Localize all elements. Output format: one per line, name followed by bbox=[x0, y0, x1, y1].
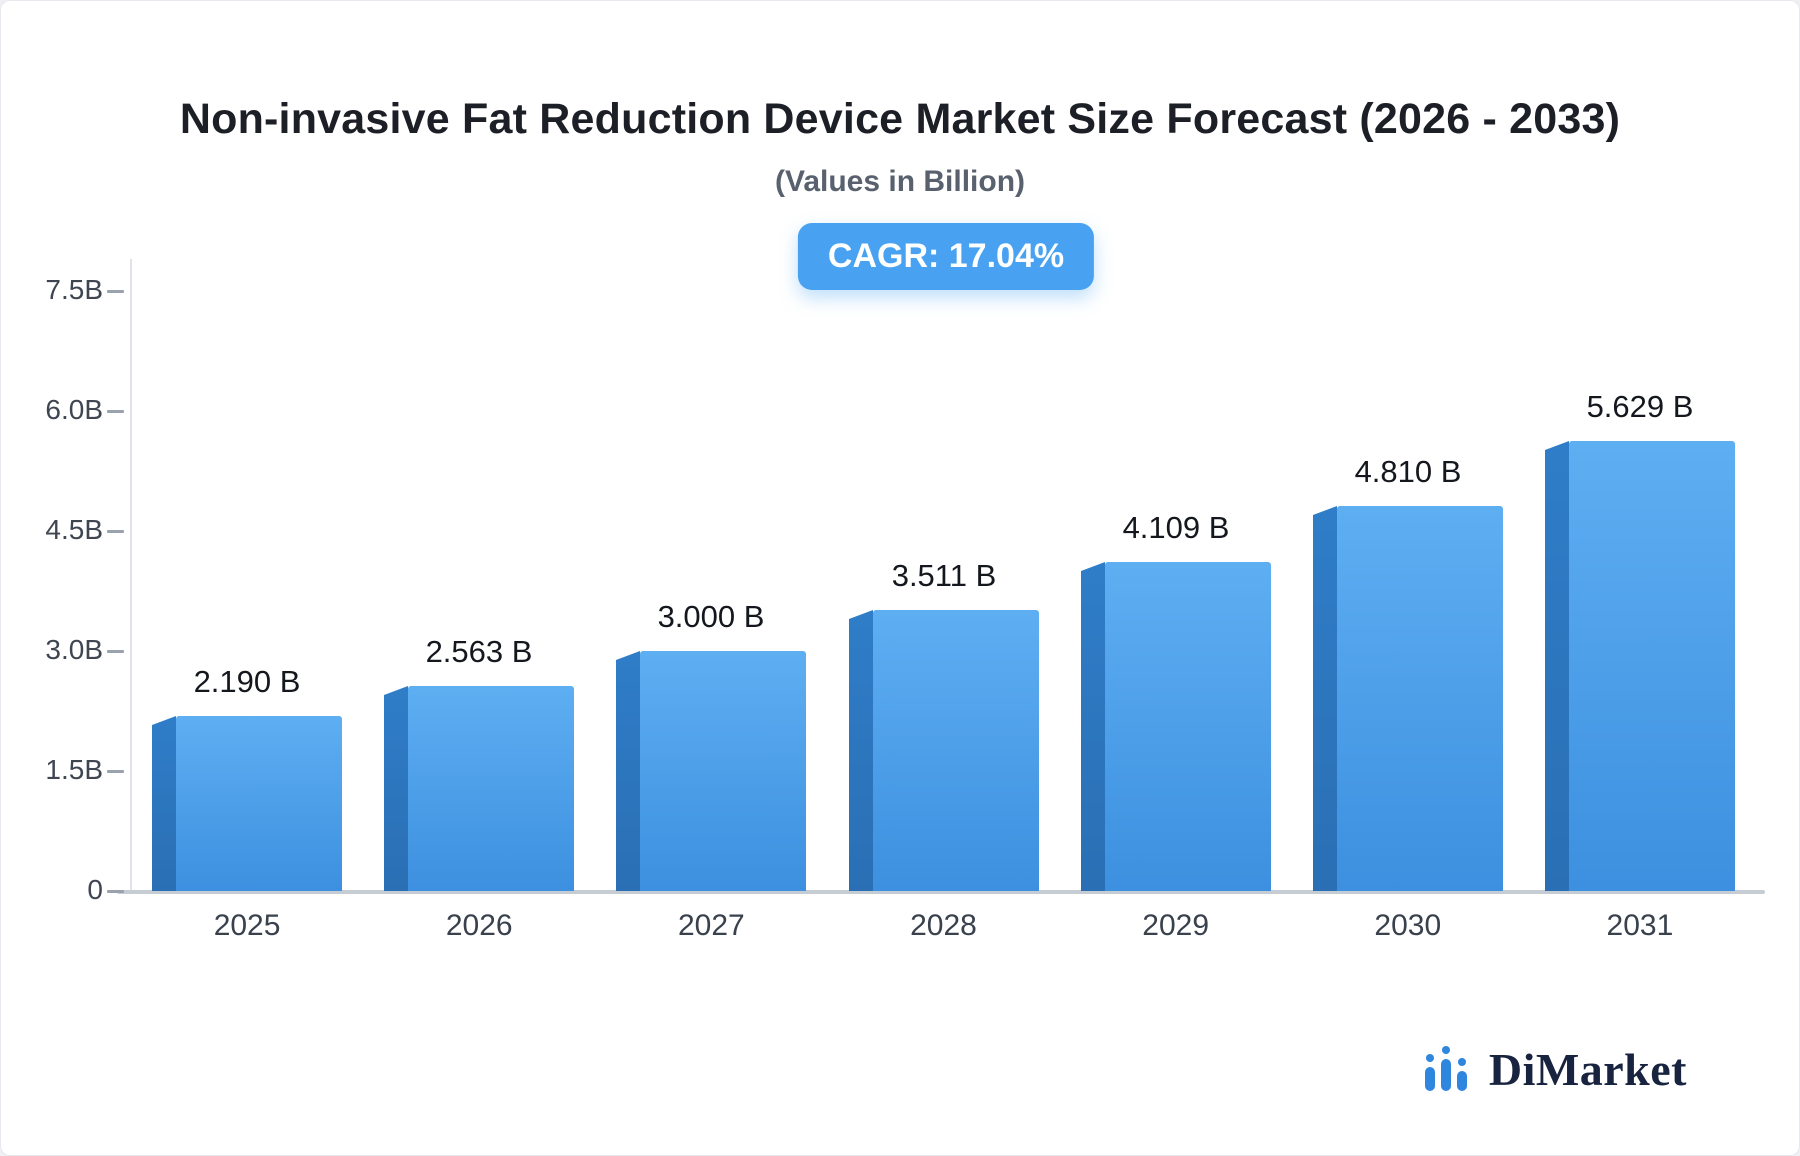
bar-front-face bbox=[176, 716, 342, 891]
x-axis-label: 2030 bbox=[1374, 909, 1442, 942]
bar-value-label: 3.000 B bbox=[657, 599, 765, 634]
bar-value-label: 5.629 B bbox=[1586, 389, 1694, 424]
y-axis-tick-mark bbox=[107, 290, 124, 293]
x-axis-baseline bbox=[117, 890, 1765, 894]
bar-side-face bbox=[1545, 441, 1569, 891]
bar-2025 bbox=[152, 716, 342, 891]
bar-side-face bbox=[616, 651, 640, 891]
y-axis-tick-mark bbox=[107, 770, 124, 773]
bar-2027 bbox=[616, 651, 806, 891]
bar-value-label: 4.810 B bbox=[1354, 454, 1462, 489]
y-axis-tick-label: 1.5B bbox=[45, 754, 103, 785]
x-axis-label: 2027 bbox=[677, 909, 745, 942]
bar-front-face bbox=[1105, 562, 1271, 891]
y-axis-tick-mark bbox=[107, 890, 124, 893]
bar-side-face bbox=[384, 686, 408, 891]
x-axis-label: 2031 bbox=[1606, 909, 1674, 942]
bar-value-label: 2.563 B bbox=[425, 634, 533, 669]
bar-front-face bbox=[1569, 441, 1735, 891]
x-axis-label: 2026 bbox=[445, 909, 513, 942]
y-axis-tick-mark bbox=[107, 650, 124, 653]
y-axis-tick-label: 6.0B bbox=[45, 394, 103, 425]
bar-side-face bbox=[1313, 506, 1337, 891]
bar-2030 bbox=[1313, 506, 1503, 891]
brand-logo: DiMarket bbox=[1419, 1041, 1687, 1097]
bar-2031 bbox=[1545, 441, 1735, 891]
bar-2028 bbox=[849, 610, 1039, 891]
bar-value-label: 3.511 B bbox=[891, 558, 997, 593]
y-axis-line bbox=[130, 259, 132, 892]
bar-2029 bbox=[1081, 562, 1271, 891]
chart-title: Non-invasive Fat Reduction Device Market… bbox=[179, 95, 1621, 143]
y-axis-tick-label: 7.5B bbox=[45, 274, 103, 305]
bar-front-face bbox=[873, 610, 1039, 891]
y-axis-tick-mark bbox=[107, 530, 124, 533]
x-axis-label: 2028 bbox=[910, 909, 977, 942]
y-axis-tick-label: 4.5B bbox=[45, 514, 103, 545]
bar-value-label: 4.109 B bbox=[1122, 510, 1230, 545]
y-axis-tick-label: 0 bbox=[87, 874, 103, 905]
bar-front-face bbox=[1337, 506, 1503, 891]
bar-value-label: 2.190 B bbox=[193, 664, 301, 699]
bar-front-face bbox=[640, 651, 806, 891]
y-axis-tick-label: 3.0B bbox=[45, 634, 103, 665]
bar-side-face bbox=[152, 716, 176, 891]
chart-subtitle: (Values in Billion) bbox=[774, 165, 1026, 198]
x-axis-label: 2025 bbox=[213, 909, 281, 942]
bar-chart-logo-icon bbox=[1424, 1046, 1467, 1091]
bar-side-face bbox=[849, 610, 873, 891]
y-axis-tick-mark bbox=[107, 410, 124, 413]
bar-front-face bbox=[408, 686, 574, 891]
cagr-badge: CAGR: 17.04% bbox=[797, 223, 1095, 290]
brand-name: DiMarket bbox=[1488, 1043, 1687, 1095]
x-axis-label: 2029 bbox=[1142, 909, 1210, 942]
bar-2026 bbox=[384, 686, 574, 891]
bar-side-face bbox=[1081, 562, 1105, 891]
